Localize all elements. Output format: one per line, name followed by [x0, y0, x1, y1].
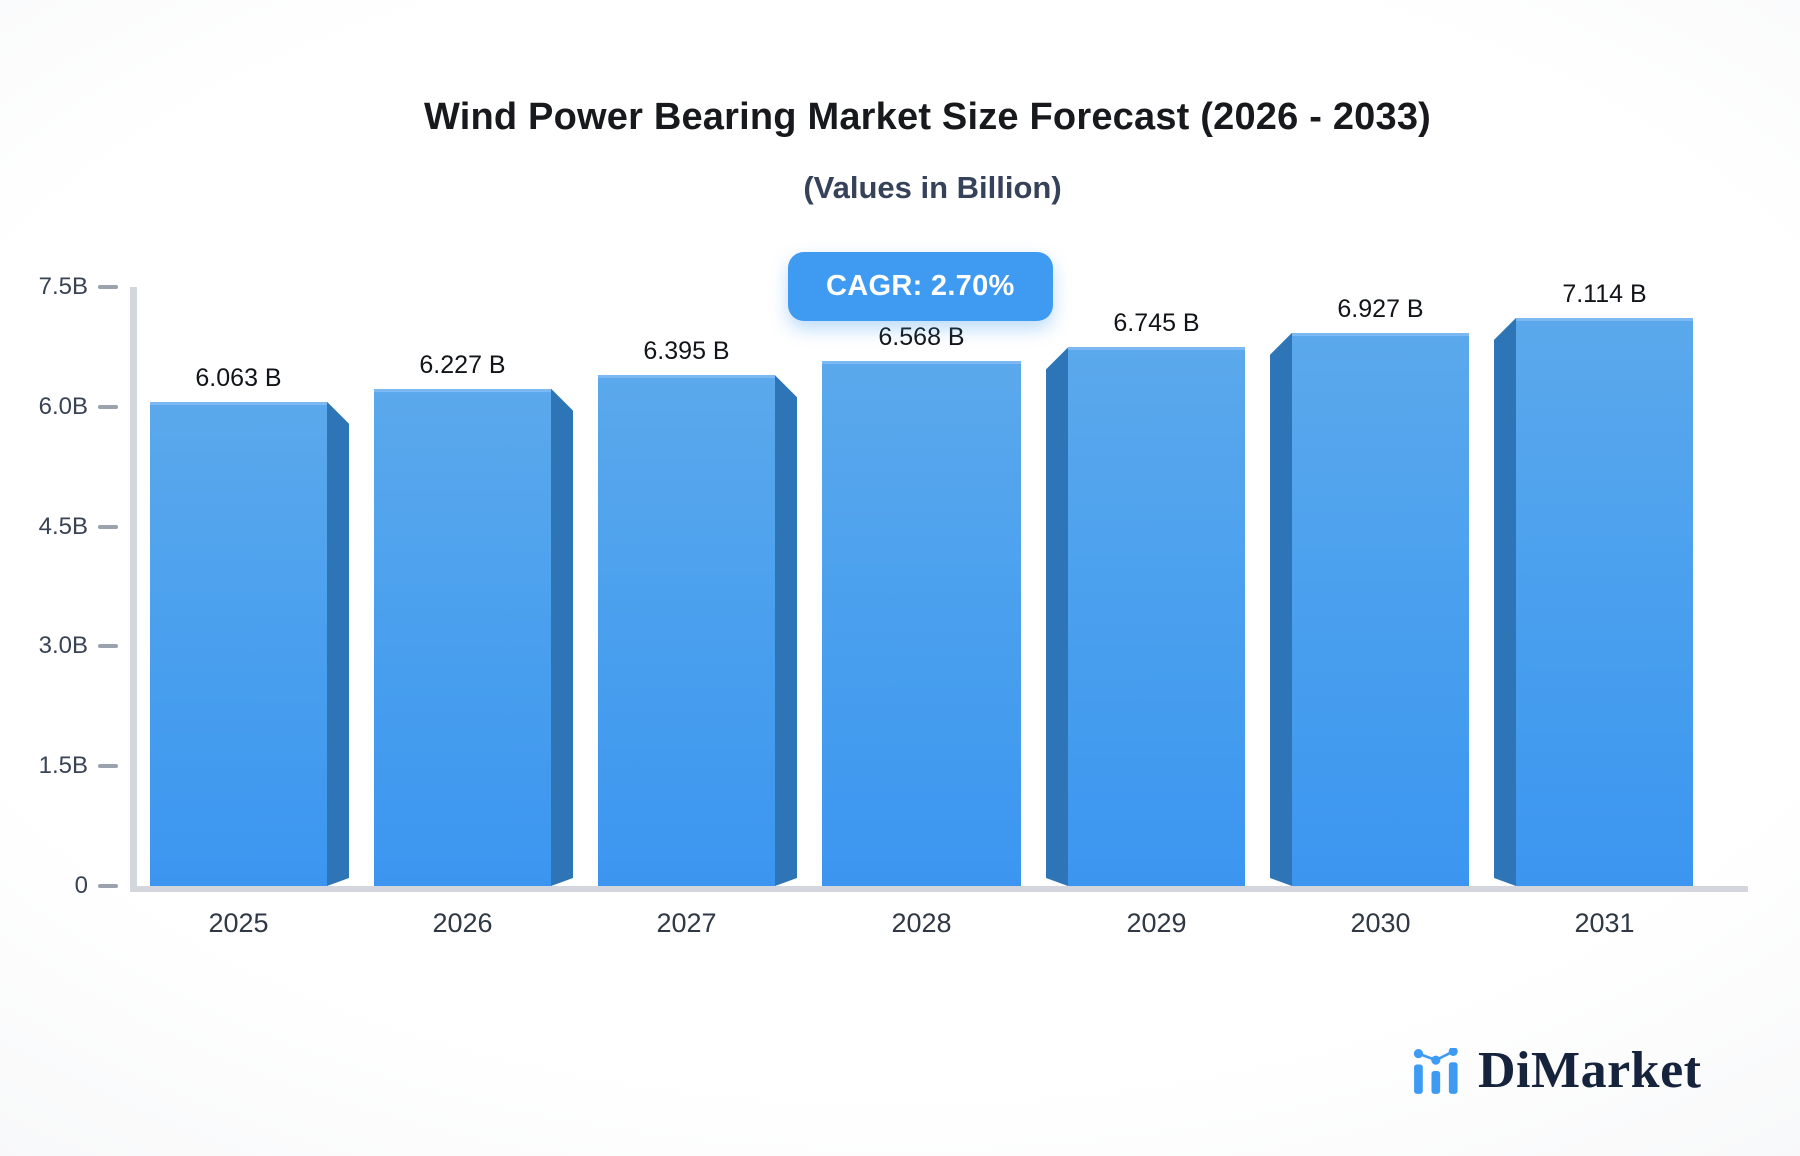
- y-tick-mark: [98, 644, 118, 649]
- bar-side-face: [327, 402, 349, 886]
- bar-front-face: [1292, 332, 1469, 886]
- x-axis-line: [130, 886, 1748, 892]
- y-tick-mark: [98, 285, 118, 289]
- bar-front-face: [1516, 317, 1693, 886]
- chart-subtitle: (Values in Billion): [803, 170, 1062, 205]
- dimarket-logo: DiMarket: [1413, 1036, 1702, 1100]
- bar-side-face: [1046, 347, 1068, 886]
- x-tick-slot: 2031: [1494, 908, 1693, 948]
- bar-2025[interactable]: 6.063 B: [150, 364, 349, 886]
- x-tick-label-2028: 2028: [891, 908, 952, 938]
- x-tick-slot: 2029: [1046, 908, 1245, 948]
- x-axis-labels: 2025 2026 2027 2028 2029 2030 2031: [150, 908, 1693, 948]
- x-tick-slot: 2025: [150, 908, 349, 948]
- x-tick-label-2026: 2026: [432, 908, 493, 938]
- y-tick-mark: [98, 524, 118, 529]
- bar-front-face: [374, 388, 551, 886]
- chart-title: Wind Power Bearing Market Size Forecast …: [423, 96, 1432, 138]
- bar-line-chart-icon: [1413, 1048, 1458, 1094]
- bar-2026[interactable]: 6.227 B: [374, 351, 573, 886]
- x-tick-label-2030: 2030: [1350, 908, 1411, 938]
- y-tick-mark: [98, 884, 118, 888]
- bar-side-face: [775, 375, 797, 886]
- bar-value-label: 6.063 B: [195, 363, 282, 392]
- bar-value-label: 6.395 B: [643, 337, 730, 366]
- bar-front-face: [598, 375, 775, 886]
- bar-front-face: [1068, 347, 1245, 886]
- bar-2028[interactable]: 6.568 B: [822, 323, 1021, 886]
- bar-front-face: [150, 401, 327, 886]
- bar-value-label: 7.114 B: [1562, 279, 1647, 308]
- y-tick-label-0: 0: [74, 872, 88, 899]
- x-tick-label-2031: 2031: [1574, 908, 1635, 938]
- bar-value-label: 6.745 B: [1113, 309, 1200, 338]
- y-tick-label-4.5B: 4.5B: [38, 512, 88, 540]
- x-tick-label-2029: 2029: [1126, 908, 1187, 938]
- bar-front-face: [822, 361, 1021, 886]
- y-tick-label-3.0B: 3.0B: [38, 632, 88, 660]
- y-tick-mark: [98, 404, 118, 409]
- x-tick-label-2025: 2025: [208, 908, 269, 938]
- dimarket-logo-text: DiMarket: [1478, 1042, 1702, 1100]
- x-tick-slot: 2030: [1270, 908, 1469, 948]
- bar-side-face: [1494, 318, 1516, 886]
- x-tick-slot: 2028: [822, 908, 1021, 948]
- bar-side-face: [551, 389, 573, 886]
- bar-2029[interactable]: 6.745 B: [1046, 309, 1245, 886]
- cagr-badge-label: CAGR: 2.70%: [826, 270, 1015, 302]
- y-tick-label-6.0B: 6.0B: [38, 392, 88, 420]
- bar-value-label: 6.227 B: [419, 350, 506, 379]
- bar-value-label: 6.568 B: [878, 323, 965, 352]
- bar-value-label: 6.927 B: [1337, 294, 1424, 323]
- y-tick-label-7.5B: 7.5B: [38, 273, 88, 300]
- y-tick-label-1.5B: 1.5B: [38, 752, 88, 780]
- x-tick-slot: 2026: [374, 908, 573, 948]
- bar-side-face: [1270, 333, 1292, 886]
- bar-series: 6.063 B 6.227 B 6.395 B 6.568 B 6.745 B 6.927…: [150, 280, 1693, 886]
- bar-2031[interactable]: 7.114 B: [1494, 280, 1693, 886]
- y-tick-mark: [98, 764, 118, 769]
- cagr-badge: CAGR: 2.70%: [788, 252, 1053, 321]
- bar-2027[interactable]: 6.395 B: [598, 337, 797, 886]
- x-tick-slot: 2027: [598, 908, 797, 948]
- bar-2030[interactable]: 6.927 B: [1270, 295, 1469, 886]
- y-axis-line: [130, 287, 137, 892]
- x-tick-label-2027: 2027: [656, 908, 717, 938]
